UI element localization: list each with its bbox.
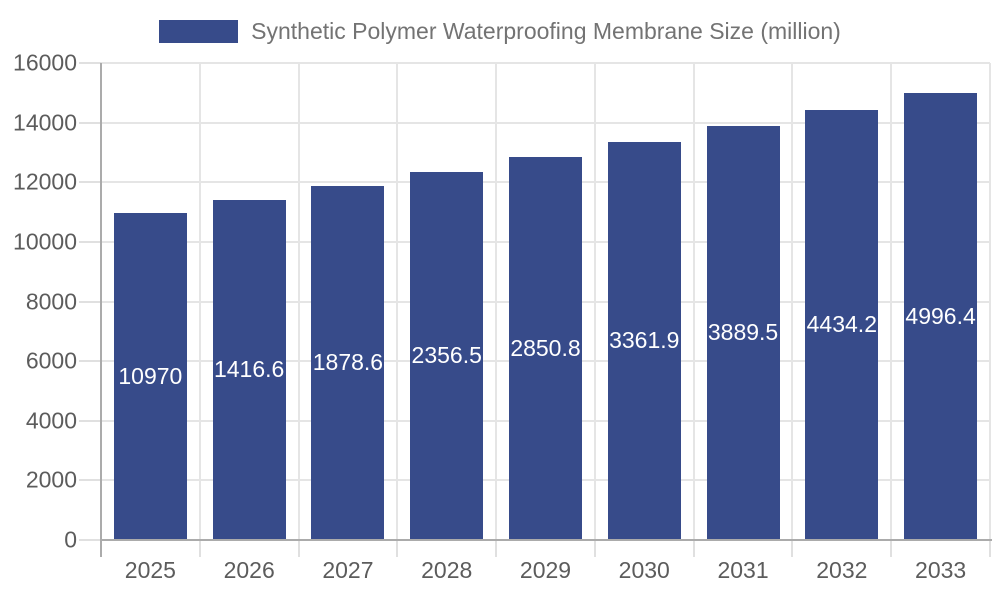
legend[interactable]: Synthetic Polymer Waterproofing Membrane… xyxy=(0,18,1000,45)
y-axis-tick-label: 8000 xyxy=(25,288,77,314)
y-axis-tick-label: 6000 xyxy=(25,347,77,374)
gridline-vertical xyxy=(890,63,893,540)
x-axis-tick xyxy=(791,541,794,557)
y-axis-tick xyxy=(79,360,101,363)
bar-value-label: 3889.5 xyxy=(707,319,779,346)
bar-value-label: 4996.4 xyxy=(905,302,976,329)
x-axis-tick-label: 2032 xyxy=(816,557,868,583)
x-axis-tick xyxy=(297,541,300,557)
gridline-vertical xyxy=(198,63,201,540)
bar-value-label: 3361.9 xyxy=(609,327,680,354)
y-axis-tick xyxy=(79,62,101,64)
x-axis-tick xyxy=(396,541,399,557)
x-axis-tick-label: 2026 xyxy=(223,557,275,583)
x-axis-tick xyxy=(692,541,695,557)
gridline-horizontal xyxy=(101,62,990,64)
x-axis-tick xyxy=(495,541,498,557)
bar-value-label: 2356.5 xyxy=(411,342,482,369)
bar-2033[interactable]: 4996.4 xyxy=(904,92,978,540)
bar-2026[interactable]: 1416.6 xyxy=(212,199,286,540)
bar-2032[interactable]: 4434.2 xyxy=(805,109,879,540)
bar-value-label: 2850.8 xyxy=(510,334,581,361)
bar-value-label: 4434.2 xyxy=(806,311,877,338)
gridline-vertical xyxy=(297,63,300,540)
y-axis-tick xyxy=(79,479,101,482)
gridline-vertical xyxy=(495,63,498,540)
x-axis-tick-label: 2025 xyxy=(124,557,176,583)
y-axis-tick-label: 2000 xyxy=(25,466,77,493)
y-axis-tick xyxy=(79,419,101,422)
bar-value-label: 10970 xyxy=(118,362,183,389)
y-axis-tick-label: 0 xyxy=(64,526,77,553)
x-axis-tick-label: 2027 xyxy=(322,557,374,583)
x-axis-tick xyxy=(890,541,893,557)
gridline-vertical xyxy=(989,63,991,540)
bar-2028[interactable]: 2356.5 xyxy=(410,171,484,540)
y-axis-tick xyxy=(79,539,101,541)
y-axis-tick-label: 10000 xyxy=(13,228,77,255)
y-axis-tick-label: 16000 xyxy=(13,49,77,76)
bar-value-label: 1878.6 xyxy=(312,349,384,376)
y-axis-tick-label: 12000 xyxy=(13,168,77,195)
y-axis-tick xyxy=(79,240,101,243)
legend-swatch[interactable] xyxy=(159,20,239,43)
y-axis-tick-label: 4000 xyxy=(25,407,77,434)
y-axis-tick xyxy=(79,121,101,124)
y-axis-tick xyxy=(79,300,101,303)
gridline-horizontal xyxy=(101,121,990,124)
bar-2031[interactable]: 3889.5 xyxy=(706,125,780,540)
x-axis-line xyxy=(101,539,992,541)
gridline-vertical xyxy=(791,63,794,540)
x-axis-tick-label: 2031 xyxy=(717,557,769,583)
x-axis-tick-label: 2033 xyxy=(915,557,967,583)
y-axis-line xyxy=(100,63,102,557)
x-axis-tick-label: 2030 xyxy=(618,557,670,583)
y-axis-tick-label: 14000 xyxy=(13,109,77,136)
bar-2030[interactable]: 3361.9 xyxy=(607,141,681,540)
y-axis-tick xyxy=(79,181,101,184)
legend-label: Synthetic Polymer Waterproofing Membrane… xyxy=(251,18,841,44)
x-axis-tick xyxy=(198,541,201,557)
plot-area: 10970 1416.6 1878.6 2356.5 2850.8 3361.9 3889.… xyxy=(101,62,991,540)
gridline-vertical xyxy=(593,63,596,540)
gridline-vertical xyxy=(692,63,695,540)
bar-value-label: 1416.6 xyxy=(213,356,285,383)
x-axis-tick-label: 2029 xyxy=(519,557,572,583)
bar-2025[interactable]: 10970 xyxy=(113,212,187,540)
x-axis-tick-label: 2028 xyxy=(421,557,473,583)
x-axis-tick xyxy=(989,541,991,557)
bar-2029[interactable]: 2850.8 xyxy=(509,156,582,540)
x-axis-tick xyxy=(593,541,596,557)
gridline-vertical xyxy=(396,63,399,540)
bar-2027[interactable]: 1878.6 xyxy=(311,185,385,540)
